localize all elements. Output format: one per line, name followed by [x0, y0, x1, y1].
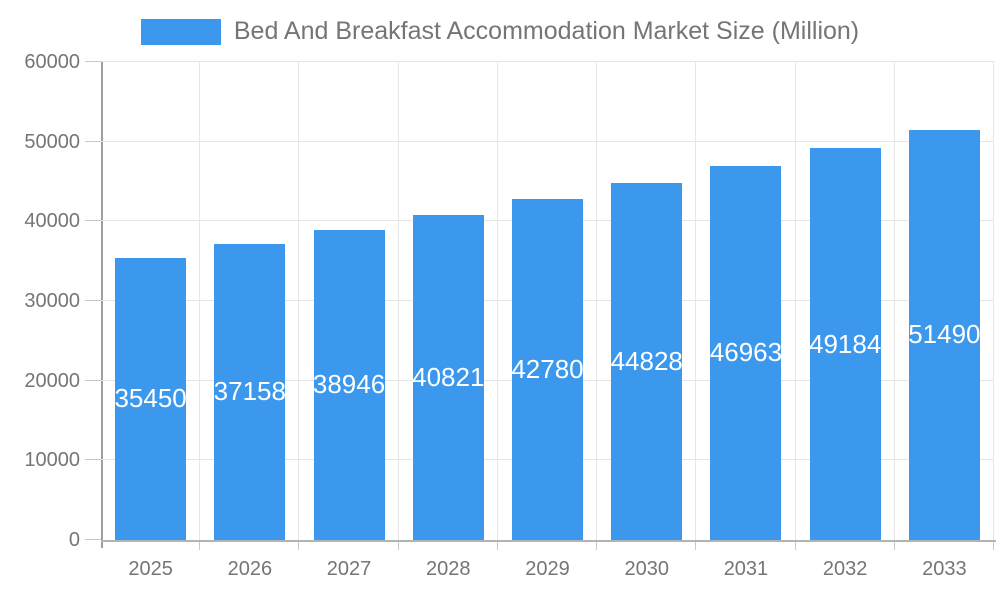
y-tick — [85, 61, 101, 62]
bar-value-label: 49184 — [809, 328, 882, 359]
x-tick — [794, 542, 796, 550]
bar: 35450 — [114, 257, 187, 540]
v-gridline — [298, 62, 300, 540]
bar-value-label: 51490 — [908, 319, 981, 350]
chart-legend: Bed And Breakfast Accommodation Market S… — [0, 17, 1000, 46]
x-tick-label: 2029 — [525, 558, 570, 580]
bar: 40821 — [412, 214, 485, 540]
bar: 38946 — [312, 229, 386, 540]
y-tick — [85, 140, 101, 142]
h-gridline — [101, 61, 994, 62]
x-tick-label: 2032 — [822, 558, 868, 580]
bar-value-label: 37158 — [213, 376, 286, 407]
x-tick-label: 2033 — [922, 558, 967, 580]
x-tick-label: 2028 — [426, 558, 471, 580]
v-gridline — [893, 62, 895, 540]
bar-value-label: 44828 — [610, 345, 683, 376]
v-gridline — [397, 62, 399, 540]
x-tick-label: 2030 — [624, 558, 669, 580]
v-gridline — [596, 62, 598, 540]
h-gridline — [101, 140, 994, 142]
bar: 51490 — [908, 129, 981, 540]
y-tick — [85, 220, 101, 222]
bar: 49184 — [809, 148, 882, 540]
x-axis-line — [101, 540, 996, 542]
y-axis-line — [101, 62, 103, 548]
x-tick — [893, 542, 895, 550]
v-gridline — [794, 62, 796, 540]
x-tick — [496, 542, 498, 550]
v-gridline — [496, 62, 498, 540]
y-tick-label: 30000 — [24, 290, 80, 312]
bar: 37158 — [213, 243, 286, 540]
x-tick-label: 2025 — [128, 558, 173, 580]
bar: 42780 — [511, 199, 584, 540]
x-tick — [298, 542, 300, 550]
y-tick — [85, 300, 101, 301]
v-gridline — [695, 62, 697, 540]
bar-value-label: 35450 — [114, 383, 187, 414]
bar-value-label: 40821 — [412, 361, 485, 392]
y-tick-label: 40000 — [24, 210, 80, 233]
x-tick-label: 2031 — [723, 558, 769, 580]
v-gridline — [993, 62, 994, 540]
x-tick — [596, 542, 598, 550]
bar: 46963 — [709, 165, 783, 540]
plot-area: 35450 37158 38946 40821 42780 44828 46963 49184… — [101, 61, 994, 540]
y-tick — [85, 379, 101, 381]
y-tick-label: 60000 — [24, 51, 80, 73]
bar-value-label: 42780 — [511, 354, 584, 385]
x-tick-label: 2027 — [326, 558, 372, 580]
y-tick — [85, 459, 101, 461]
legend-swatch — [140, 18, 221, 45]
y-tick-label: 20000 — [24, 369, 80, 392]
v-gridline — [199, 62, 201, 540]
x-tick — [695, 542, 697, 550]
x-tick — [397, 542, 399, 550]
bar: 44828 — [610, 182, 683, 540]
bar-value-label: 38946 — [312, 369, 386, 400]
y-tick-label: 50000 — [24, 130, 80, 153]
x-tick — [199, 542, 201, 550]
x-tick-label: 2026 — [227, 558, 273, 580]
bar-value-label: 46963 — [709, 337, 783, 368]
y-tick-label: 0 — [68, 529, 80, 551]
x-tick — [993, 542, 994, 550]
y-tick — [85, 539, 101, 540]
y-tick-label: 10000 — [24, 449, 80, 472]
legend-label: Bed And Breakfast Accommodation Market S… — [233, 17, 860, 45]
